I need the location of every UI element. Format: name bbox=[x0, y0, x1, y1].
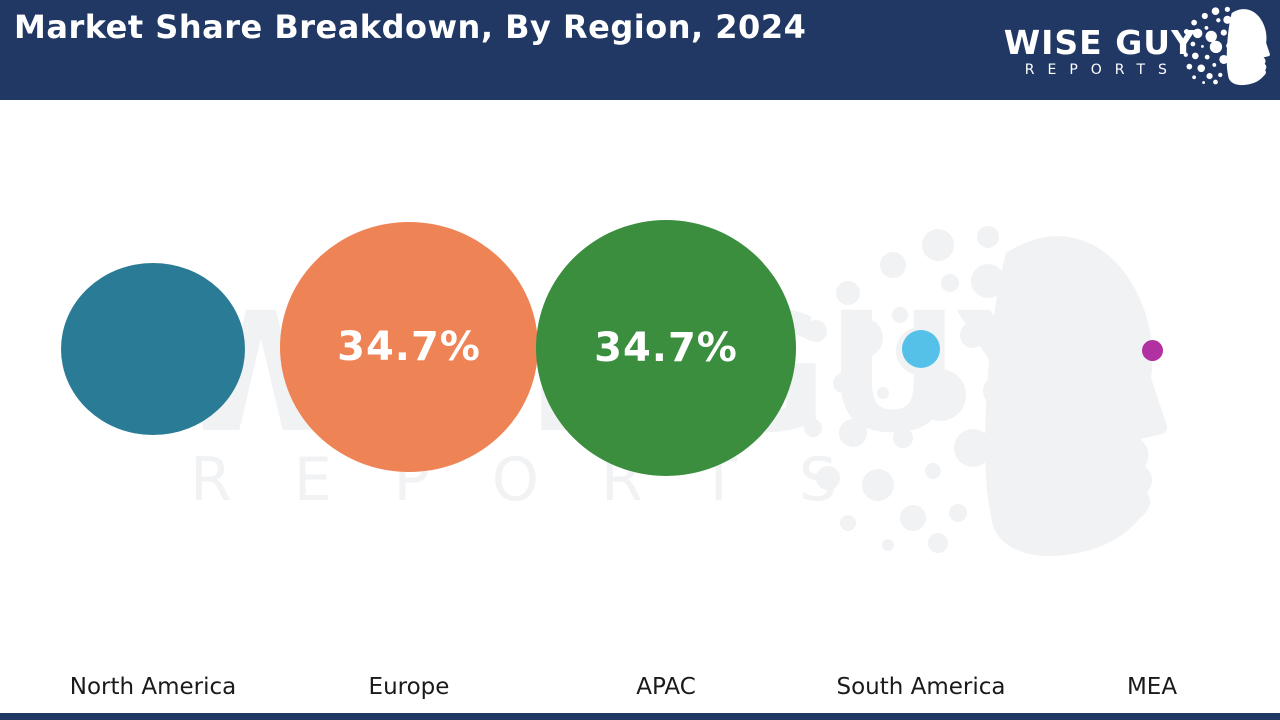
category-label-europe: Europe bbox=[368, 674, 450, 700]
header-bar: Market Share Breakdown, By Region, 2024 … bbox=[0, 0, 1280, 100]
footer-bar bbox=[0, 713, 1280, 720]
logo-wordmark: WISE GUY REPORTS bbox=[1004, 26, 1196, 77]
bubble-apac: 34.7% bbox=[536, 220, 796, 476]
logo-subtitle-text: REPORTS bbox=[1024, 62, 1180, 78]
page-title: Market Share Breakdown, By Region, 2024 bbox=[14, 8, 807, 46]
bubble-chart: WISE GUY REPORTS 34.7% 34.7% North Ameri… bbox=[0, 100, 1280, 713]
category-label-south-america: South America bbox=[836, 674, 1006, 700]
category-label-mea: MEA bbox=[1126, 674, 1178, 700]
logo-name-text: WISE GUY bbox=[1003, 23, 1196, 62]
bubble-value-label: 34.7% bbox=[337, 324, 481, 370]
bubble-mea bbox=[1141, 339, 1163, 361]
bubble-south-america bbox=[902, 330, 940, 368]
wise-guy-face-icon bbox=[1182, 6, 1270, 86]
wise-guy-logo: WISE GUY REPORTS bbox=[1004, 6, 1272, 88]
category-label-apac: APAC bbox=[636, 674, 696, 700]
category-label-north-america: North America bbox=[69, 674, 237, 700]
watermark-subtitle: REPORTS bbox=[190, 445, 899, 515]
bubble-value-label: 34.7% bbox=[594, 325, 738, 371]
bubble-europe: 34.7% bbox=[280, 222, 538, 472]
bubble-north-america bbox=[61, 263, 245, 435]
watermark-face-icon bbox=[799, 226, 1167, 557]
